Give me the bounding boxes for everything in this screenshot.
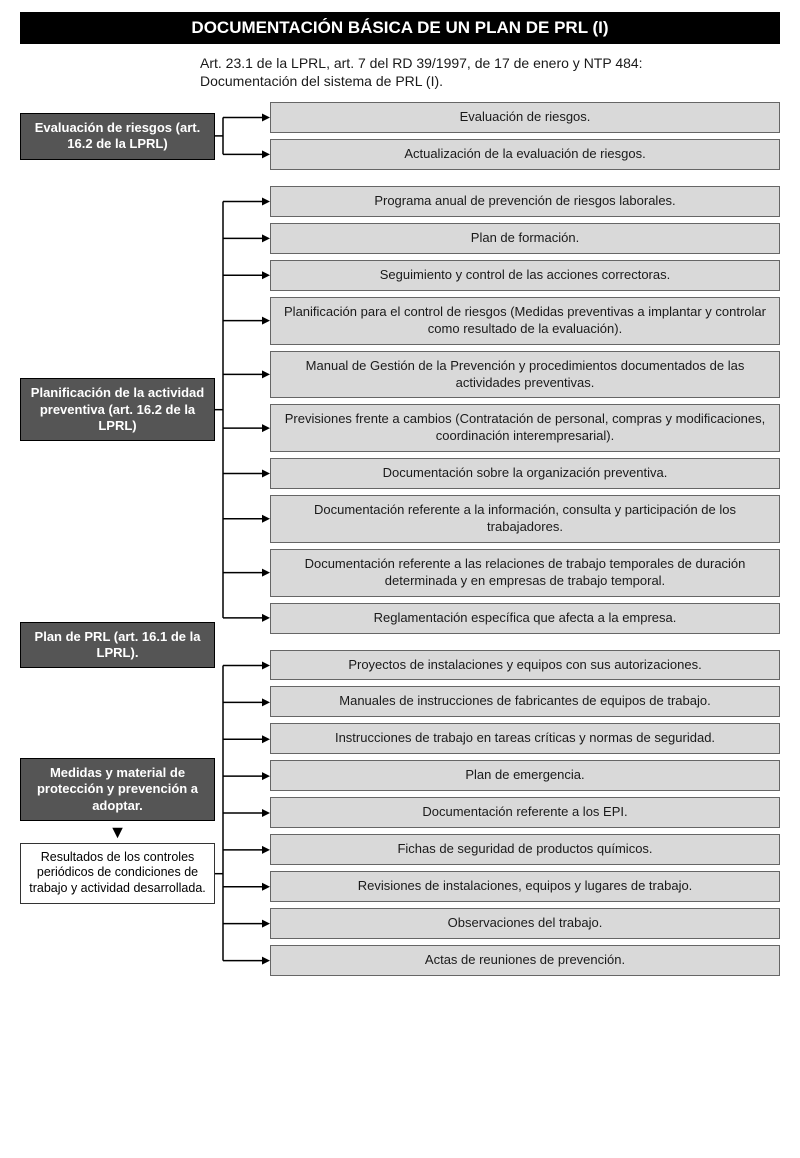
- item-box: Plan de emergencia.: [270, 760, 780, 791]
- page-title: DOCUMENTACIÓN BÁSICA DE UN PLAN DE PRL (…: [20, 12, 780, 44]
- item-box: Manuales de instrucciones de fabricantes…: [270, 686, 780, 717]
- flowchart: Evaluación de riesgos (art. 16.2 de la L…: [20, 102, 780, 975]
- category-column: Plan de PRL (art. 16.1 de la LPRL).Medid…: [20, 650, 215, 976]
- item-box: Documentación referente a los EPI.: [270, 797, 780, 828]
- item-box: Instrucciones de trabajo en tareas críti…: [270, 723, 780, 754]
- category-box: Medidas y material de protección y preve…: [20, 758, 215, 821]
- sub-box: Resultados de los controles periódicos d…: [20, 843, 215, 904]
- item-box: Previsiones frente a cambios (Contrataci…: [270, 404, 780, 452]
- item-box: Proyectos de instalaciones y equipos con…: [270, 650, 780, 681]
- item-box: Actas de reuniones de prevención.: [270, 945, 780, 976]
- connector: [215, 650, 270, 976]
- item-box: Programa anual de prevención de riesgos …: [270, 186, 780, 217]
- item-box: Fichas de seguridad de productos químico…: [270, 834, 780, 865]
- item-box: Documentación referente a las relaciones…: [270, 549, 780, 597]
- item-box: Seguimiento y control de las acciones co…: [270, 260, 780, 291]
- item-box: Reglamentación específica que afecta a l…: [270, 603, 780, 634]
- items-column: Programa anual de prevención de riesgos …: [270, 186, 780, 633]
- item-box: Planificación para el control de riesgos…: [270, 297, 780, 345]
- section: Plan de PRL (art. 16.1 de la LPRL).Medid…: [20, 650, 780, 976]
- category-box: Evaluación de riesgos (art. 16.2 de la L…: [20, 113, 215, 160]
- items-column: Evaluación de riesgos. Actualización de l…: [270, 102, 780, 170]
- connector: [215, 186, 270, 633]
- down-arrow-icon: ▼: [109, 823, 127, 841]
- category-box: Planificación de la actividad preventiva…: [20, 378, 215, 441]
- item-box: Evaluación de riesgos.: [270, 102, 780, 133]
- category-box: Plan de PRL (art. 16.1 de la LPRL).: [20, 622, 215, 669]
- connector: [215, 102, 270, 170]
- category-column: Evaluación de riesgos (art. 16.2 de la L…: [20, 102, 215, 170]
- page-subtitle: Art. 23.1 de la LPRL, art. 7 del RD 39/1…: [200, 54, 740, 90]
- item-box: Documentación sobre la organización prev…: [270, 458, 780, 489]
- section: Evaluación de riesgos (art. 16.2 de la L…: [20, 102, 780, 170]
- item-box: Plan de formación.: [270, 223, 780, 254]
- item-box: Revisiones de instalaciones, equipos y l…: [270, 871, 780, 902]
- item-box: Observaciones del trabajo.: [270, 908, 780, 939]
- category-column: Planificación de la actividad preventiva…: [20, 186, 215, 633]
- item-box: Actualización de la evaluación de riesgo…: [270, 139, 780, 170]
- item-box: Manual de Gestión de la Prevención y pro…: [270, 351, 780, 399]
- items-column: Proyectos de instalaciones y equipos con…: [270, 650, 780, 976]
- section: Planificación de la actividad preventiva…: [20, 186, 780, 633]
- item-box: Documentación referente a la información…: [270, 495, 780, 543]
